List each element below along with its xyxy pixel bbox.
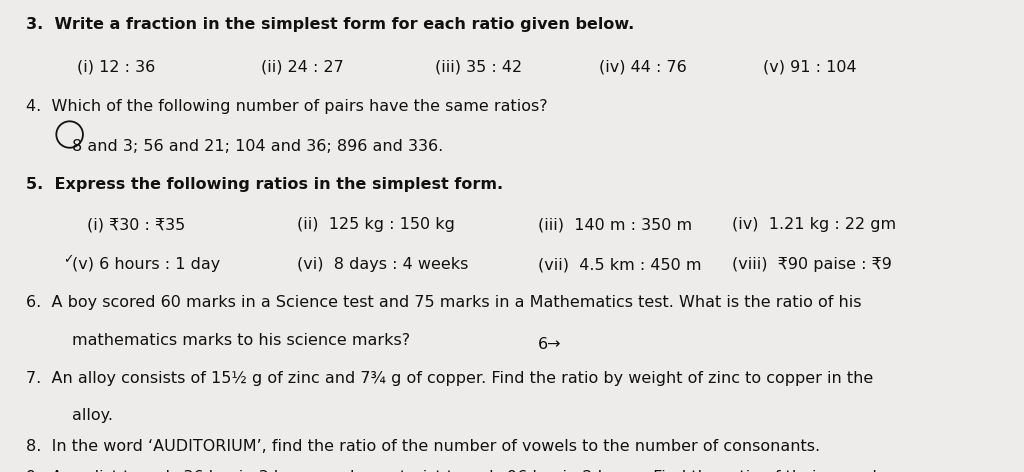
Text: 8 and 3; 56 and 21; 104 and 36; 896 and 336.: 8 and 3; 56 and 21; 104 and 36; 896 and …: [72, 139, 443, 154]
Text: ✓: ✓: [63, 253, 74, 267]
Text: 6→: 6→: [538, 337, 561, 353]
Text: (iv) 44 : 76: (iv) 44 : 76: [599, 59, 687, 74]
Text: (ii)  125 kg : 150 kg: (ii) 125 kg : 150 kg: [297, 217, 455, 232]
Text: (iii) 35 : 42: (iii) 35 : 42: [435, 59, 522, 74]
Text: (iii)  140 m : 350 m: (iii) 140 m : 350 m: [538, 217, 692, 232]
Text: (vii)  4.5 km : 450 m: (vii) 4.5 km : 450 m: [538, 257, 701, 272]
Text: 9.  A cyclist travels 36 km in 3 hours and a motorist travels 96 km in 2 hours. : 9. A cyclist travels 36 km in 3 hours an…: [26, 470, 890, 472]
Text: 5.  Express the following ratios in the simplest form.: 5. Express the following ratios in the s…: [26, 177, 503, 192]
Text: 7.  An alloy consists of 15½ g of zinc and 7¾ g of copper. Find the ratio by wei: 7. An alloy consists of 15½ g of zinc an…: [26, 371, 872, 386]
Text: (i) 12 : 36: (i) 12 : 36: [77, 59, 155, 74]
Text: 4.  Which of the following number of pairs have the same ratios?: 4. Which of the following number of pair…: [26, 99, 547, 114]
Text: 3.  Write a fraction in the simplest form for each ratio given below.: 3. Write a fraction in the simplest form…: [26, 17, 634, 32]
Text: (i) ₹30 : ₹35: (i) ₹30 : ₹35: [87, 217, 185, 232]
Text: alloy.: alloy.: [72, 408, 113, 423]
Text: (iv)  1.21 kg : 22 gm: (iv) 1.21 kg : 22 gm: [732, 217, 896, 232]
Text: (viii)  ₹90 paise : ₹9: (viii) ₹90 paise : ₹9: [732, 257, 892, 272]
Text: mathematics marks to his science marks?: mathematics marks to his science marks?: [72, 333, 410, 348]
Text: 8.  In the word ‘AUDITORIUM’, find the ratio of the number of vowels to the numb: 8. In the word ‘AUDITORIUM’, find the ra…: [26, 439, 820, 454]
Text: 6.  A boy scored 60 marks in a Science test and 75 marks in a Mathematics test. : 6. A boy scored 60 marks in a Science te…: [26, 295, 861, 310]
Text: (v) 91 : 104: (v) 91 : 104: [763, 59, 856, 74]
Text: (ii) 24 : 27: (ii) 24 : 27: [261, 59, 344, 74]
Text: (v) 6 hours : 1 day: (v) 6 hours : 1 day: [72, 257, 220, 272]
Text: (vi)  8 days : 4 weeks: (vi) 8 days : 4 weeks: [297, 257, 468, 272]
